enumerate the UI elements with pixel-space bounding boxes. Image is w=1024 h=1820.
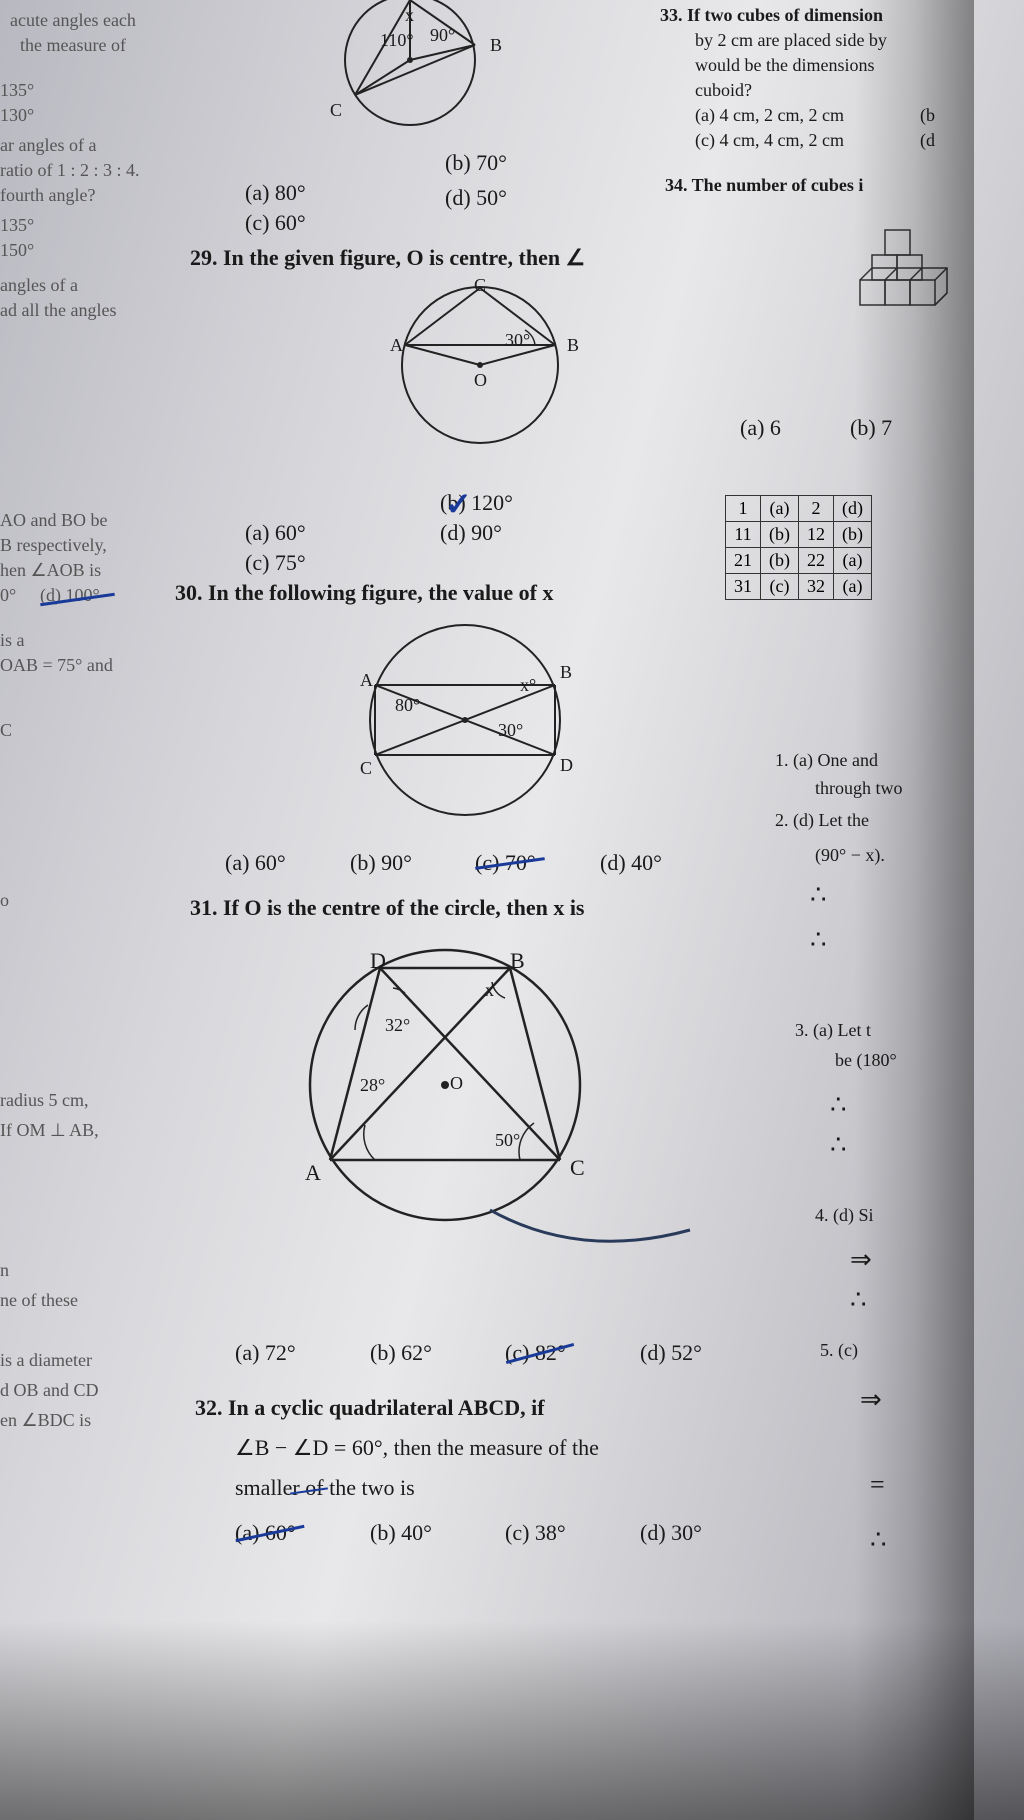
q30-text: 30. In the following figure, the value o… — [175, 580, 553, 606]
margin-text: ratio of 1 : 2 : 3 : 4. — [0, 160, 139, 181]
q33-opt-c: (c) 4 cm, 4 cm, 2 cm — [695, 130, 844, 151]
q29-circle — [370, 270, 590, 450]
q32-text1: 32. In a cyclic quadrilateral ABCD, if — [195, 1395, 545, 1421]
book-curve — [854, 0, 974, 1820]
margin-text: en ∠BDC is — [0, 1410, 91, 1431]
margin-text: AO and BO be — [0, 510, 107, 531]
q30-circle — [330, 615, 600, 825]
label-c: C — [570, 1155, 585, 1181]
label-80: 80° — [395, 695, 420, 716]
q29-opt-a: (a) 60° — [245, 520, 306, 546]
q28-opt-b: (b) 70° — [445, 150, 507, 176]
label-c: C — [330, 100, 342, 121]
margin-text: n — [0, 1260, 9, 1281]
margin-text: the measure of — [20, 35, 126, 56]
margin-text: radius 5 cm, — [0, 1090, 88, 1111]
check-mark: ✓ — [445, 485, 472, 523]
margin-text: ne of these — [0, 1290, 78, 1311]
margin-text: d OB and CD — [0, 1380, 99, 1401]
label-50: 50° — [495, 1130, 520, 1151]
label-b: B — [567, 335, 579, 356]
label-o: O — [450, 1073, 463, 1094]
margin-text: angles of a — [0, 275, 78, 296]
margin-opt: 130° — [0, 105, 34, 126]
label-d: D — [560, 755, 573, 776]
label-32: 32° — [385, 1015, 410, 1036]
q31-opt-a: (a) 72° — [235, 1340, 296, 1366]
label-a: A — [390, 335, 403, 356]
q28-opt-d: (d) 50° — [445, 185, 507, 211]
answer-table: 1(a)2(d) 11(b)12(b) 21(b)22(a) 31(c)32(a… — [725, 495, 872, 600]
q29-opt-c: (c) 75° — [245, 550, 306, 576]
margin-opt: 135° — [0, 215, 34, 236]
q32-text2: ∠B − ∠D = 60°, then the measure of the — [235, 1435, 599, 1461]
q31-circle — [280, 930, 610, 1240]
margin-text: fourth angle? — [0, 185, 95, 206]
label-x: x — [405, 5, 414, 26]
q28-opt-c: (c) 60° — [245, 210, 306, 236]
margin-text: ad all the angles — [0, 300, 116, 321]
q28-opt-a: (a) 80° — [245, 180, 306, 206]
q33-text4: cuboid? — [695, 80, 752, 101]
label-o: O — [474, 370, 487, 391]
pen-curve — [480, 1200, 700, 1280]
label-110: 110° — [380, 30, 414, 51]
margin-text: is a — [0, 630, 25, 651]
margin-text: ar angles of a — [0, 135, 96, 156]
label-28: 28° — [360, 1075, 385, 1096]
therefore: ∴ — [810, 880, 827, 910]
margin-opt: 150° — [0, 240, 34, 261]
label-b: B — [510, 948, 525, 974]
margin-text: OAB = 75° and — [0, 655, 113, 676]
q31-text: 31. If O is the centre of the circle, th… — [190, 895, 585, 921]
label-x: x — [485, 980, 494, 1001]
margin-opt: 0° — [0, 585, 16, 606]
label-30: 30° — [498, 720, 523, 741]
label-c: C — [360, 758, 372, 779]
therefore: ∴ — [830, 1090, 847, 1120]
q29-opt-d: (d) 90° — [440, 520, 502, 546]
margin-text: o — [0, 890, 9, 911]
q33-text1: 33. If two cubes of dimension — [660, 5, 883, 26]
label-a: A — [360, 670, 373, 691]
margin-opt: 135° — [0, 80, 34, 101]
q34-text: 34. The number of cubes i — [665, 175, 863, 196]
q32-opt-c: (c) 38° — [505, 1520, 566, 1546]
q32-opt-b: (b) 40° — [370, 1520, 432, 1546]
bottom-shadow — [0, 1620, 1024, 1820]
margin-text: C — [0, 720, 12, 741]
label-a: A — [305, 1160, 321, 1186]
q32-opt-d: (d) 30° — [640, 1520, 702, 1546]
q29-text: 29. In the given figure, O is centre, th… — [190, 245, 585, 271]
label-30: 30° — [505, 330, 530, 351]
margin-text: hen ∠AOB is — [0, 560, 101, 581]
margin-text: B respectively, — [0, 535, 107, 556]
q31-opt-d: (d) 52° — [640, 1340, 702, 1366]
q31-opt-b: (b) 62° — [370, 1340, 432, 1366]
q30-opt-d: (d) 40° — [600, 850, 662, 876]
q33-opt-a: (a) 4 cm, 2 cm, 2 cm — [695, 105, 844, 126]
q30-opt-a: (a) 60° — [225, 850, 286, 876]
q30-opt-b: (b) 90° — [350, 850, 412, 876]
q33-text3: would be the dimensions — [695, 55, 874, 76]
margin-text: is a diameter — [0, 1350, 92, 1371]
label-x: x° — [520, 675, 536, 696]
label-b: B — [490, 35, 502, 56]
margin-text: If OM ⊥ AB, — [0, 1120, 99, 1141]
label-d: D — [370, 948, 386, 974]
margin-text: acute angles each — [10, 10, 136, 31]
label-c: C — [474, 275, 486, 296]
q34-opt-a: (a) 6 — [740, 415, 781, 441]
label-90: 90° — [430, 25, 455, 46]
therefore: ∴ — [830, 1130, 847, 1160]
label-b: B — [560, 662, 572, 683]
therefore: ∴ — [810, 925, 827, 955]
hint-5: 5. (c) — [820, 1340, 858, 1361]
